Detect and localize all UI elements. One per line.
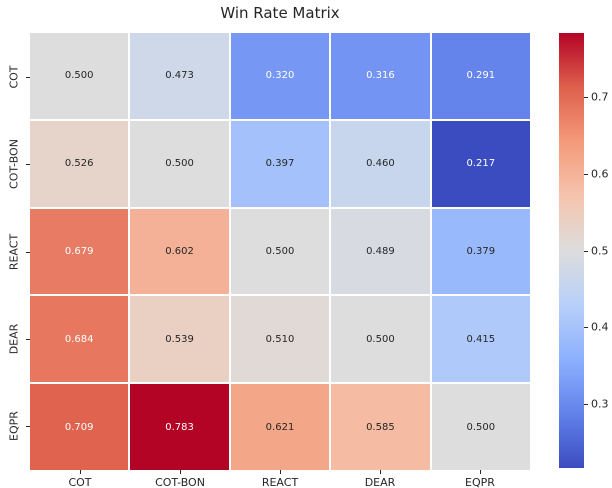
- cell-value: 0.539: [165, 333, 194, 345]
- x-tick-mark: [480, 470, 481, 474]
- y-tick-label-COT: COT: [7, 65, 21, 89]
- y-tick-mark: [26, 251, 30, 253]
- heatmap-grid: 0.500 0.473 0.320 0.316 0.291 0.526 0.500 0.397…: [30, 33, 530, 470]
- colorbar-tick-label: 0.4: [591, 320, 609, 334]
- colorbar-tick-label: 0.6: [591, 167, 609, 181]
- x-tick-label-EQPR: EQPR: [465, 476, 495, 488]
- cell-value: 0.783: [165, 421, 194, 433]
- cell-value: 0.489: [366, 245, 395, 257]
- cell-value: 0.709: [64, 421, 94, 433]
- heatmap-cell-REACT-DEAR: 0.489: [331, 208, 430, 295]
- chart-title: Win Rate Matrix: [220, 4, 340, 22]
- cell-value: 0.397: [265, 158, 295, 170]
- cell-value: 0.602: [165, 245, 194, 257]
- heatmap-cell-COT-DEAR: 0.316: [331, 33, 430, 119]
- x-tick-label-DEAR: DEAR: [364, 476, 396, 488]
- heatmap-cell-COT-EQPR: 0.291: [431, 33, 530, 119]
- heatmap-cell-COT-REACT: 0.320: [230, 33, 330, 119]
- cell-value: 0.621: [265, 421, 295, 433]
- x-tick-label-COT-BON: COT-BON: [155, 476, 205, 488]
- cell-value: 0.510: [265, 333, 295, 345]
- heatmap-cell-REACT-COT: 0.679: [30, 208, 129, 295]
- colorbar-tick-label: 0.3: [591, 397, 609, 411]
- y-tick-label-EQPR: EQPR: [7, 411, 21, 442]
- cell-value: 0.379: [466, 245, 496, 257]
- heatmap-cell-EQPR-COT: 0.709: [30, 384, 129, 470]
- x-tick-mark: [380, 470, 381, 474]
- heatmap-cell-COT-COT-BON: 0.473: [130, 33, 229, 119]
- heatmap-cell-DEAR-DEAR: 0.500: [331, 296, 430, 383]
- colorbar-tick-mark: [584, 250, 588, 252]
- cell-value: 0.316: [366, 70, 395, 82]
- cell-value: 0.500: [466, 421, 496, 433]
- heatmap-cell-COT-BON-EQPR: 0.217: [431, 120, 530, 207]
- cell-value: 0.684: [64, 333, 94, 345]
- y-tick-label-COT-BON: COT-BON: [7, 139, 21, 190]
- cell-value: 0.415: [466, 333, 496, 345]
- x-tick-mark: [180, 470, 181, 474]
- colorbar-tick-label: 0.5: [591, 244, 609, 257]
- x-tick-label-COT: COT: [68, 476, 92, 488]
- colorbar-tick-mark: [584, 96, 588, 98]
- heatmap-cell-DEAR-REACT: 0.510: [230, 296, 330, 383]
- cell-value: 0.217: [466, 158, 496, 170]
- heatmap-cell-REACT-REACT: 0.500: [230, 208, 330, 295]
- cell-value: 0.500: [165, 158, 194, 170]
- y-tick-label-DEAR: DEAR: [7, 323, 21, 355]
- cell-value: 0.473: [165, 70, 194, 82]
- x-tick-mark: [80, 470, 81, 474]
- y-tick-mark: [26, 426, 30, 428]
- heatmap-cell-REACT-COT-BON: 0.602: [130, 208, 229, 295]
- heatmap-cell-REACT-EQPR: 0.379: [431, 208, 530, 295]
- cell-value: 0.679: [64, 245, 94, 257]
- heatmap-cell-DEAR-COT: 0.684: [30, 296, 129, 383]
- heatmap-cell-EQPR-REACT: 0.621: [230, 384, 330, 470]
- cell-value: 0.585: [366, 421, 395, 433]
- colorbar-tick-label: 0.7: [591, 90, 609, 104]
- heatmap-cell-DEAR-COT-BON: 0.539: [130, 296, 229, 383]
- colorbar-tick-mark: [584, 173, 588, 175]
- y-tick-label-REACT: REACT: [7, 233, 21, 270]
- heatmap-cell-COT-COT: 0.500: [30, 33, 129, 119]
- cell-value: 0.500: [366, 333, 395, 345]
- y-tick-mark: [26, 76, 30, 78]
- colorbar: [559, 33, 584, 468]
- heatmap-cell-EQPR-COT-BON: 0.783: [130, 384, 229, 470]
- cell-value: 0.291: [466, 70, 496, 82]
- cell-value: 0.460: [366, 158, 395, 170]
- heatmap-cell-EQPR-DEAR: 0.585: [331, 384, 430, 470]
- x-tick-mark: [280, 470, 281, 474]
- cell-value: 0.320: [265, 70, 295, 82]
- heatmap-cell-DEAR-EQPR: 0.415: [431, 296, 530, 383]
- heatmap-cell-COT-BON-REACT: 0.397: [230, 120, 330, 207]
- y-tick-mark: [26, 338, 30, 340]
- x-tick-label-REACT: REACT: [261, 476, 299, 488]
- cell-value: 0.526: [64, 158, 94, 170]
- cell-value: 0.500: [64, 70, 94, 82]
- heatmap-cell-EQPR-EQPR: 0.500: [431, 384, 530, 470]
- heatmap-cell-COT-BON-COT-BON: 0.500: [130, 120, 229, 207]
- colorbar-tick-mark: [584, 327, 588, 329]
- colorbar-tick-mark: [584, 404, 588, 406]
- heatmap-cell-COT-BON-DEAR: 0.460: [331, 120, 430, 207]
- y-tick-mark: [26, 164, 30, 166]
- cell-value: 0.500: [265, 245, 295, 257]
- heatmap-cell-COT-BON-COT: 0.526: [30, 120, 129, 207]
